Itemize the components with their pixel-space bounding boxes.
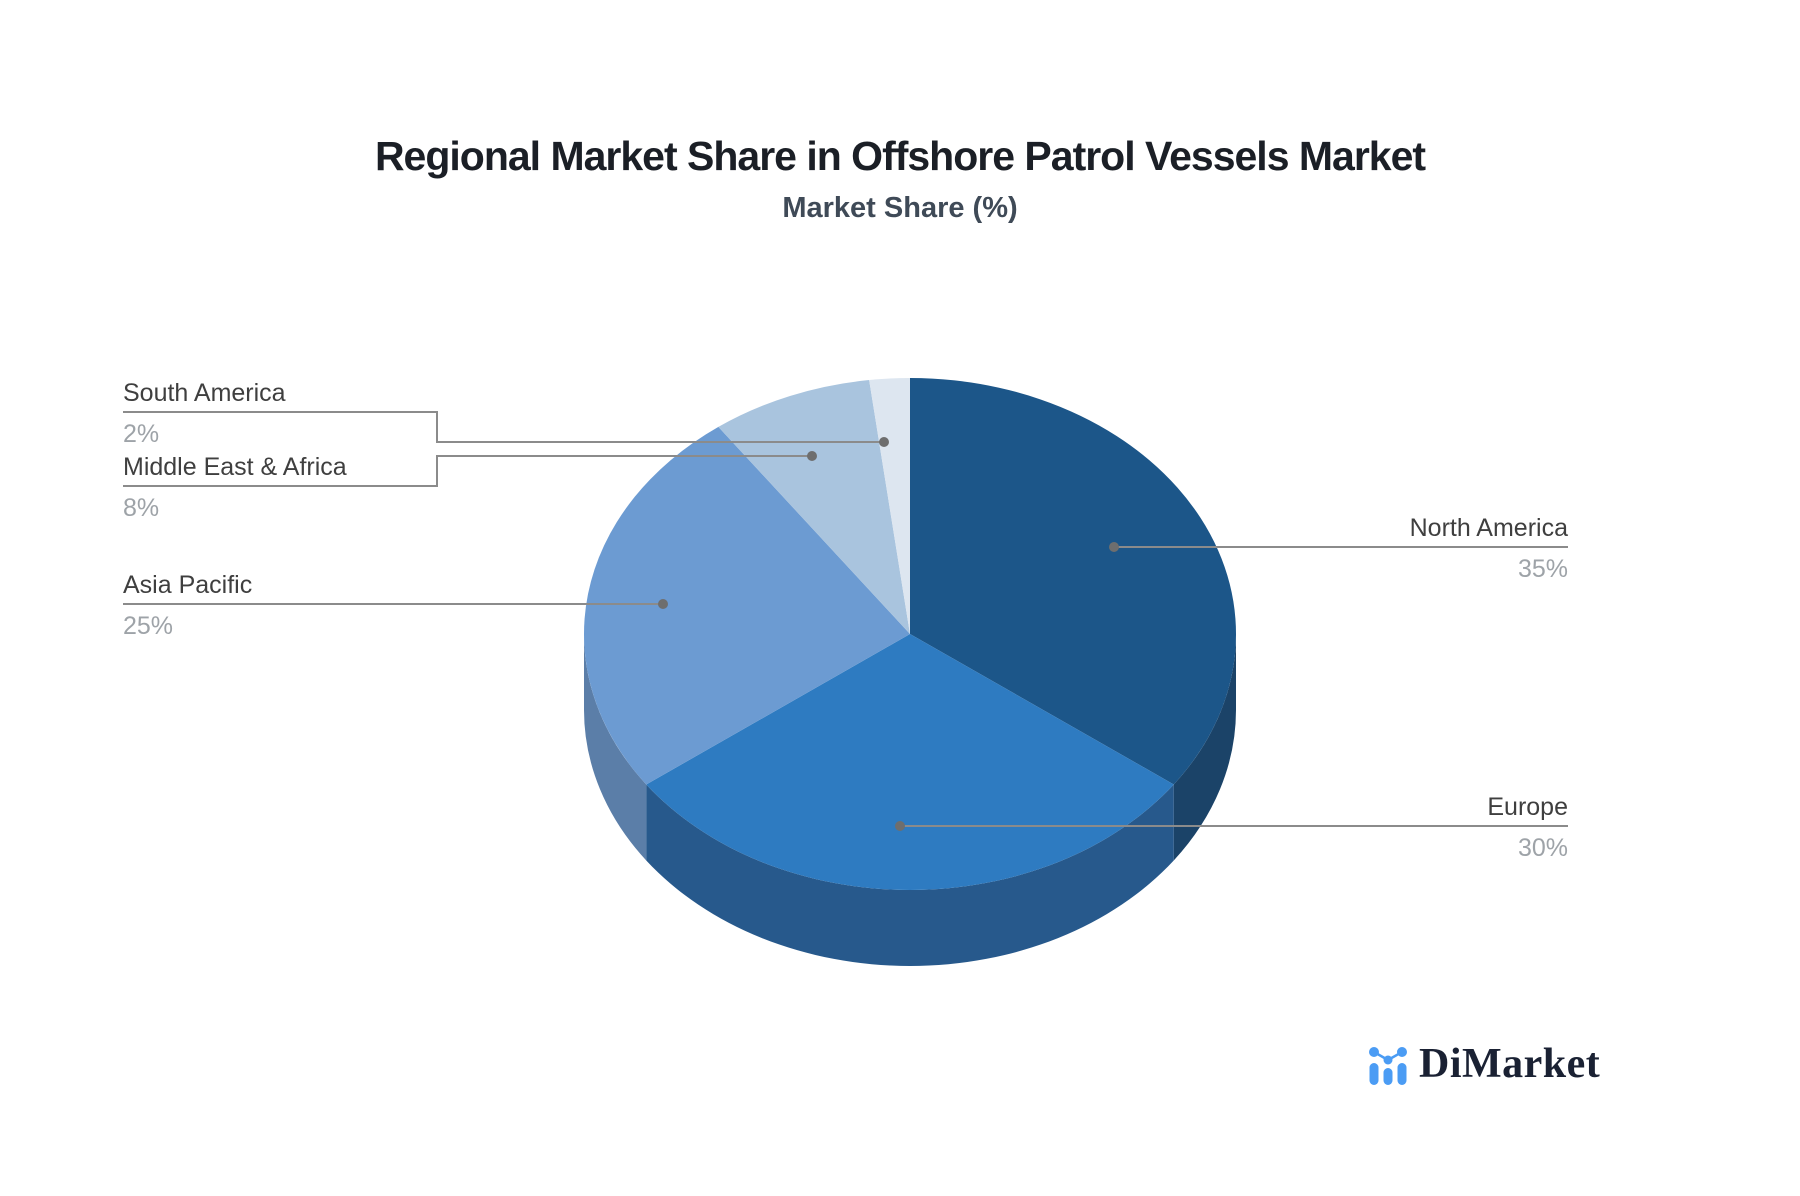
slice-label-north-america: North America [1409, 514, 1568, 542]
brand-name: DiMarket [1419, 1041, 1601, 1087]
pie-slice-north-america[interactable] [910, 378, 1236, 785]
slice-value-south-america: 2% [123, 420, 160, 448]
pie-slice-middle-east-africa[interactable] [718, 380, 910, 634]
leader-dot-asia-pacific [658, 599, 668, 609]
chart-subtitle: Market Share (%) [782, 192, 1018, 224]
pie-slice-side-europe [646, 784, 1174, 966]
chart-title: Regional Market Share in Offshore Patrol… [374, 133, 1426, 179]
slice-value-middle-east-africa: 8% [123, 494, 160, 522]
pie-slice-asia-pacific[interactable] [584, 426, 910, 785]
leader-dot-north-america [1109, 542, 1119, 552]
brand-bars-icon [1369, 1047, 1407, 1085]
slice-value-europe: 30% [1517, 834, 1568, 862]
slice-value-north-america: 35% [1517, 555, 1568, 583]
leader-line-middle-east-africa [123, 455, 812, 487]
slice-value-asia-pacific: 25% [123, 612, 174, 640]
leader-dot-middle-east-africa [807, 451, 817, 461]
slice-label-europe: Europe [1487, 793, 1568, 821]
slice-label-asia-pacific: Asia Pacific [123, 571, 253, 599]
leader-line-south-america [123, 411, 884, 443]
slice-label-middle-east-africa: Middle East & Africa [123, 453, 347, 481]
pie-slice-side-asia-pacific [584, 634, 647, 861]
leader-dot-europe [895, 821, 905, 831]
pie-slice-side-north-america [1173, 634, 1236, 861]
leader-dot-south-america [879, 437, 889, 447]
brand-logo: DiMarket [1367, 1042, 1600, 1086]
slice-label-south-america: South America [123, 379, 286, 407]
